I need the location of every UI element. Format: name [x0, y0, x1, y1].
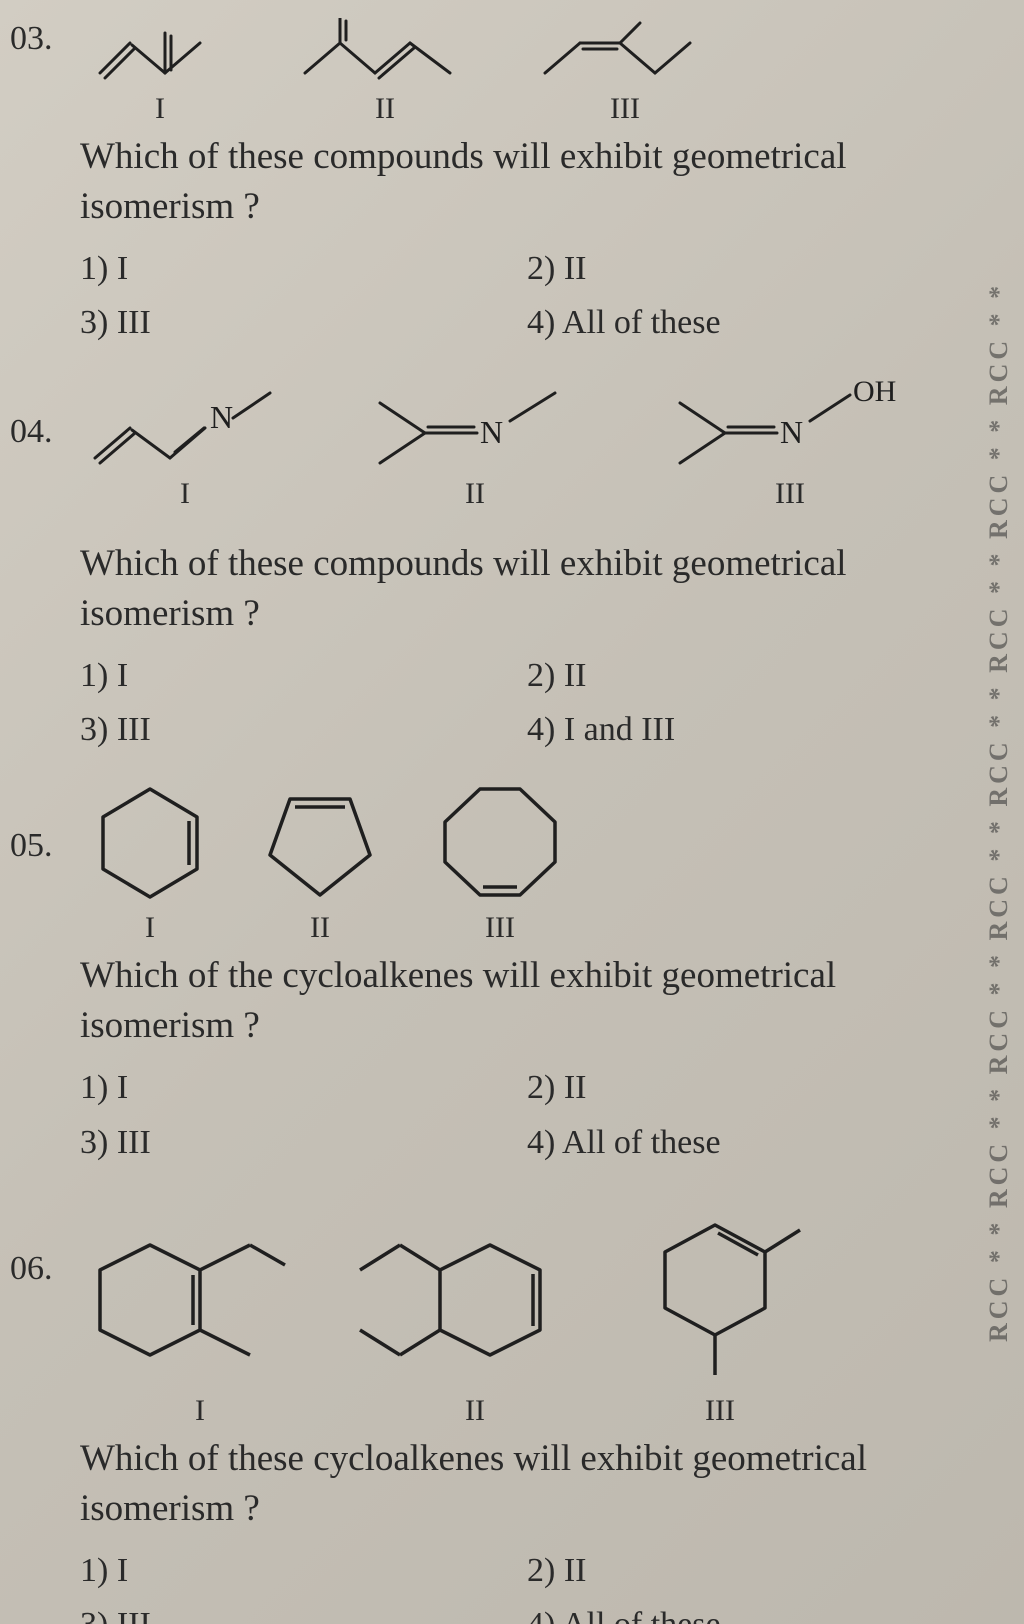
- opt-04-1: 1) I: [80, 649, 527, 703]
- struct-05-3: III: [425, 777, 575, 945]
- label-04-3: III: [665, 477, 915, 511]
- structures-05: I II: [80, 777, 974, 945]
- struct-04-2: N II: [365, 373, 585, 511]
- opts-03: 1) I 2) II 3) III 4) All of these: [80, 242, 974, 351]
- label-03-3: III: [535, 92, 715, 126]
- struct-03-3: III: [535, 18, 715, 126]
- side-watermark: RCC * * RCC * * RCC * * RCC * * RCC * * …: [979, 0, 1019, 1624]
- opt-04-2: 2) II: [527, 649, 974, 703]
- opt-03-2: 2) II: [527, 242, 974, 296]
- opt-06-3: 3) III: [80, 1598, 527, 1624]
- structures-03: I: [80, 18, 974, 126]
- question-04: 04. N I: [10, 373, 974, 758]
- label-04-1: I: [85, 477, 285, 511]
- label-03-1: I: [85, 92, 235, 126]
- opt-04-3: 3) III: [80, 703, 527, 757]
- label-03-2: II: [295, 92, 475, 126]
- question-06: 06. I: [10, 1190, 974, 1624]
- qnum-06: 06.: [10, 1190, 80, 1288]
- qtext-03: Which of these compounds will exhibit ge…: [80, 132, 974, 232]
- page: RCC * * RCC * * RCC * * RCC * * RCC * * …: [0, 0, 1024, 1624]
- atom-oh: OH: [853, 375, 896, 408]
- qtext-05: Which of the cycloalkenes will exhibit g…: [80, 951, 974, 1051]
- opt-04-4: 4) I and III: [527, 703, 974, 757]
- opt-05-3: 3) III: [80, 1116, 527, 1170]
- opt-06-4: 4) All of these: [527, 1598, 974, 1624]
- opts-06: 1) I 2) II 3) III 4) All of these: [80, 1544, 974, 1624]
- label-06-2: II: [345, 1394, 605, 1428]
- label-06-3: III: [635, 1394, 805, 1428]
- atom-n: N: [480, 414, 503, 450]
- structures-04: N I N I: [80, 373, 974, 511]
- opt-06-2: 2) II: [527, 1544, 974, 1598]
- label-04-2: II: [365, 477, 585, 511]
- opt-03-4: 4) All of these: [527, 296, 974, 350]
- qnum-04: 04.: [10, 373, 80, 451]
- qbody-05: I II: [80, 777, 974, 1170]
- opt-03-1: 1) I: [80, 242, 527, 296]
- struct-03-1: I: [85, 18, 235, 126]
- struct-06-2: II: [345, 1220, 605, 1428]
- atom-n: N: [210, 399, 233, 435]
- opt-05-2: 2) II: [527, 1061, 974, 1115]
- label-05-1: I: [85, 911, 215, 945]
- opt-05-4: 4) All of these: [527, 1116, 974, 1170]
- qbody-04: N I N I: [80, 373, 974, 758]
- opt-05-1: 1) I: [80, 1061, 527, 1115]
- label-06-1: I: [85, 1394, 315, 1428]
- struct-04-3: N OH III: [665, 373, 915, 511]
- label-05-3: III: [425, 911, 575, 945]
- struct-06-1: I: [85, 1220, 315, 1428]
- question-05: 05. I: [10, 777, 974, 1170]
- struct-05-1: I: [85, 777, 215, 945]
- struct-06-3: III: [635, 1190, 805, 1428]
- qnum-05: 05.: [10, 777, 80, 865]
- qnum-03: 03.: [10, 18, 80, 58]
- qbody-06: I II: [80, 1190, 974, 1624]
- qtext-04: Which of these compounds will exhibit ge…: [80, 539, 974, 639]
- label-05-2: II: [255, 911, 385, 945]
- struct-03-2: II: [295, 18, 475, 126]
- qbody-03: I: [80, 18, 974, 351]
- opt-06-1: 1) I: [80, 1544, 527, 1598]
- atom-n: N: [780, 414, 803, 450]
- opts-04: 1) I 2) II 3) III 4) I and III: [80, 649, 974, 758]
- struct-05-2: II: [255, 777, 385, 945]
- struct-04-1: N I: [85, 373, 285, 511]
- structures-06: I II: [80, 1190, 974, 1428]
- opts-05: 1) I 2) II 3) III 4) All of these: [80, 1061, 974, 1170]
- qtext-06: Which of these cycloalkenes will exhibit…: [80, 1434, 974, 1534]
- question-03: 03. I: [10, 18, 974, 351]
- opt-03-3: 3) III: [80, 296, 527, 350]
